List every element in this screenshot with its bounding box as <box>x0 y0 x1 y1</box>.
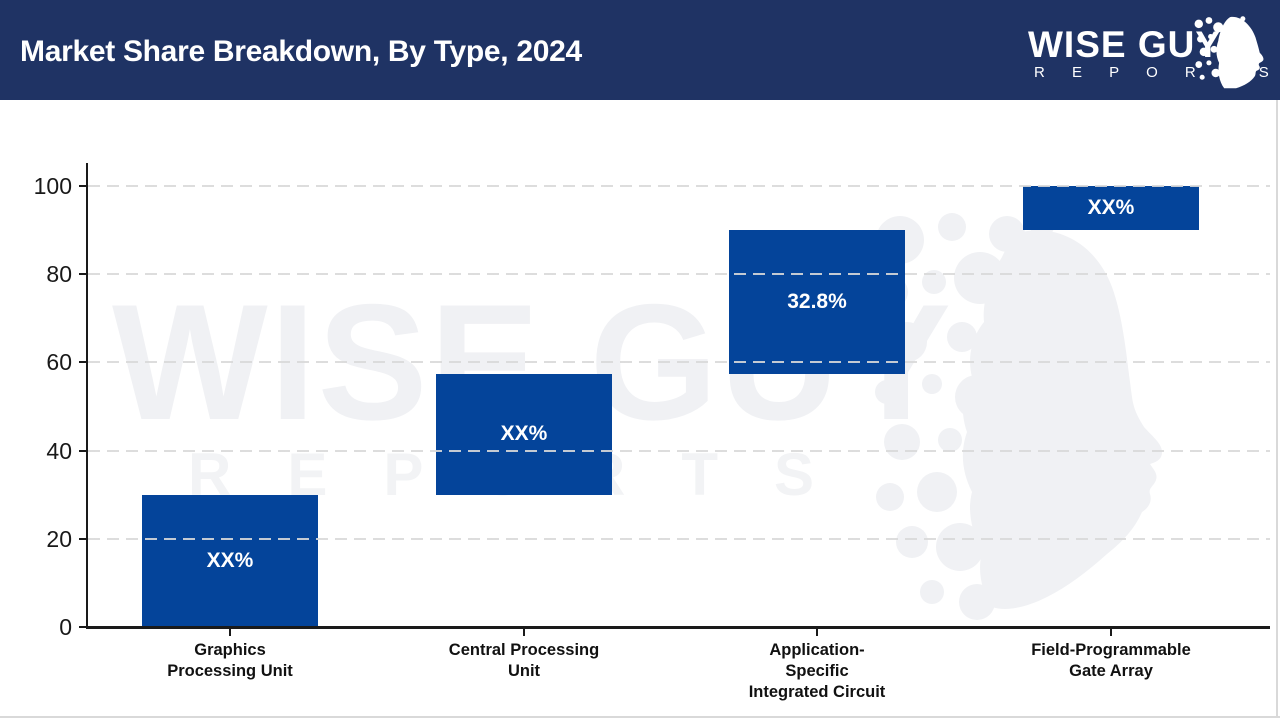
logo-head-icon <box>1194 16 1264 89</box>
y-tick-label-60: 60 <box>46 349 72 376</box>
right-edge-border <box>1276 100 1278 718</box>
gridline-100 <box>88 185 1270 187</box>
bar-value-label: XX% <box>1087 195 1135 219</box>
bottom-edge-border <box>0 716 1280 718</box>
bar-segment: XX% <box>436 374 612 495</box>
y-axis-spine <box>86 163 88 628</box>
category-label: Application- Specific Integrated Circuit <box>748 641 886 701</box>
gridline-60 <box>88 361 1270 364</box>
y-tick-label-0: 0 <box>59 614 72 640</box>
category-label: Field-Programmable Gate Array <box>1031 641 1191 680</box>
wise-guy-logo: WISE GUY R E P O R T S <box>1020 0 1280 100</box>
bar-value-label: XX% <box>206 548 254 572</box>
category-label: Central Processing Unit <box>448 641 600 680</box>
x-tick <box>229 629 231 636</box>
header-bar: Market Share Breakdown, By Type, 2024 WI… <box>0 0 1280 100</box>
x-tick <box>816 629 818 636</box>
chart-title: Market Share Breakdown, By Type, 2024 <box>20 35 582 68</box>
y-tick-40 <box>79 449 86 452</box>
bar-segment: XX% <box>142 494 318 627</box>
y-tick-80 <box>79 273 86 276</box>
gridline-20 <box>88 537 1270 540</box>
y-tick-label-80: 80 <box>46 261 72 288</box>
logo-subtitle: R E P O R T S <box>1034 64 1280 81</box>
category-label: Graphics Processing Unit <box>167 641 293 680</box>
y-tick-label-20: 20 <box>46 525 72 552</box>
y-tick-label-100: 100 <box>33 173 72 199</box>
gridline-40 <box>88 449 1270 452</box>
y-tick-60 <box>79 361 86 364</box>
y-tick-0 <box>79 626 86 628</box>
y-tick-label-40: 40 <box>46 437 72 464</box>
bar-value-label: XX% <box>500 422 548 446</box>
x-tick <box>523 629 525 636</box>
logo-wordmark: WISE GUY <box>1028 24 1222 65</box>
gridline-80 <box>88 273 1270 276</box>
y-tick-100 <box>79 185 86 187</box>
bar-segment: 32.8% <box>729 229 905 375</box>
bar-value-label: 32.8% <box>787 289 847 313</box>
bar-segment: XX% <box>1023 186 1199 230</box>
y-tick-20 <box>79 537 86 540</box>
x-axis-spine <box>86 626 1270 629</box>
x-tick <box>1110 629 1112 636</box>
